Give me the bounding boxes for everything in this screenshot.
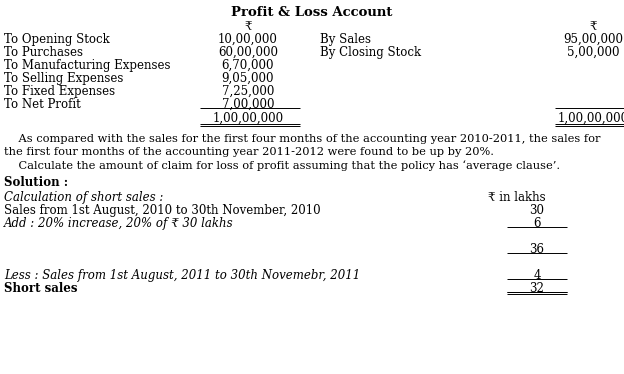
Text: By Sales: By Sales xyxy=(320,33,371,46)
Text: 60,00,000: 60,00,000 xyxy=(218,46,278,59)
Text: As compared with the sales for the first four months of the accounting year 2010: As compared with the sales for the first… xyxy=(4,134,600,144)
Text: To Opening Stock: To Opening Stock xyxy=(4,33,110,46)
Text: To Selling Expenses: To Selling Expenses xyxy=(4,72,124,85)
Text: ₹ in lakhs: ₹ in lakhs xyxy=(488,191,545,204)
Text: To Manufacturing Expenses: To Manufacturing Expenses xyxy=(4,59,170,72)
Text: 30: 30 xyxy=(530,204,545,217)
Text: Solution :: Solution : xyxy=(4,176,68,189)
Text: 1,00,00,000: 1,00,00,000 xyxy=(557,112,624,125)
Text: 9,05,000: 9,05,000 xyxy=(222,72,275,85)
Text: 1,00,00,000: 1,00,00,000 xyxy=(212,112,283,125)
Text: Profit & Loss Account: Profit & Loss Account xyxy=(232,6,392,19)
Text: 95,00,000: 95,00,000 xyxy=(563,33,623,46)
Text: Short sales: Short sales xyxy=(4,282,77,295)
Text: ₹: ₹ xyxy=(589,20,597,33)
Text: 7,25,000: 7,25,000 xyxy=(222,85,274,98)
Text: Calculate the amount of claim for loss of profit assuming that the policy has ‘a: Calculate the amount of claim for loss o… xyxy=(4,160,560,171)
Text: Calculation of short sales :: Calculation of short sales : xyxy=(4,191,163,204)
Text: To Purchases: To Purchases xyxy=(4,46,83,59)
Text: 36: 36 xyxy=(530,243,545,256)
Text: 32: 32 xyxy=(530,282,544,295)
Text: the first four months of the accounting year 2011-2012 were found to be up by 20: the first four months of the accounting … xyxy=(4,147,494,157)
Text: 6: 6 xyxy=(534,217,541,230)
Text: 4: 4 xyxy=(534,269,541,282)
Text: To Net Profit: To Net Profit xyxy=(4,98,80,111)
Text: To Fixed Expenses: To Fixed Expenses xyxy=(4,85,115,98)
Text: 10,00,000: 10,00,000 xyxy=(218,33,278,46)
Text: Sales from 1st August, 2010 to 30th November, 2010: Sales from 1st August, 2010 to 30th Nove… xyxy=(4,204,321,217)
Text: 5,00,000: 5,00,000 xyxy=(567,46,619,59)
Text: 6,70,000: 6,70,000 xyxy=(222,59,275,72)
Text: ₹: ₹ xyxy=(244,20,251,33)
Text: 7,00,000: 7,00,000 xyxy=(222,98,275,111)
Text: By Closing Stock: By Closing Stock xyxy=(320,46,421,59)
Text: Less : Sales from 1st August, 2011 to 30th Novemebr, 2011: Less : Sales from 1st August, 2011 to 30… xyxy=(4,269,360,282)
Text: Add : 20% increase, 20% of ₹ 30 lakhs: Add : 20% increase, 20% of ₹ 30 lakhs xyxy=(4,217,233,230)
